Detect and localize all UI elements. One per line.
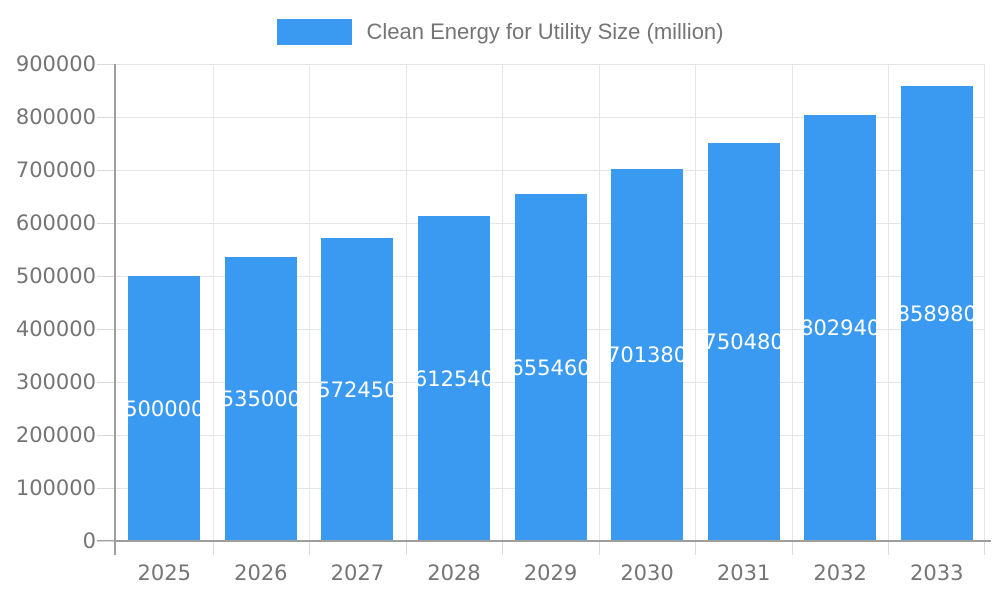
h-gridline [116,116,985,118]
bar-2027[interactable]: 572450 [321,238,394,541]
x-axis-tick [405,542,407,555]
bar-value-label: 500000 [128,396,201,421]
y-axis-label: 900000 [15,52,96,76]
x-axis-label-2030: 2030 [620,561,674,585]
bar-2032[interactable]: 802940 [804,115,877,541]
bar-2026[interactable]: 535000 [224,257,297,541]
y-axis-label: 100000 [15,476,96,500]
x-axis-tick [695,542,697,555]
x-axis-label-2026: 2026 [234,561,288,585]
bar-2028[interactable]: 612540 [417,216,490,541]
bar-value-label: 655460 [514,355,587,380]
bar-value-label: 802940 [804,316,877,340]
y-axis-tick [97,328,114,330]
bar-2025[interactable]: 500000 [128,276,201,541]
y-axis-line [114,64,116,555]
v-gridline [502,64,504,541]
x-axis-label-2032: 2032 [813,561,867,585]
x-axis-tick [888,542,890,555]
x-axis-tick [598,542,600,555]
h-gridline [116,169,985,171]
y-axis-label: 500000 [15,264,96,288]
y-axis-tick [97,487,114,489]
x-axis-label-2031: 2031 [716,561,771,585]
y-axis-label: 200000 [15,423,96,447]
x-axis-label-2028: 2028 [427,561,481,585]
y-axis-tick [97,169,114,171]
y-axis-label: 800000 [15,105,96,129]
bar-2030[interactable]: 701380 [611,169,684,541]
y-axis-label: 600000 [15,211,96,235]
legend-color-swatch [276,19,352,45]
x-axis-label-2033: 2033 [909,561,964,585]
x-axis-line [97,540,991,542]
x-axis-tick [791,542,793,555]
y-axis-tick [97,116,114,118]
h-gridline [116,63,985,65]
bar-2029[interactable]: 655460 [514,194,587,541]
legend: Clean Energy for Utility Size (million) [0,19,1000,45]
x-axis-tick [212,542,214,555]
y-axis-tick [97,63,114,65]
legend-label: Clean Energy for Utility Size (million) [366,19,724,44]
x-axis-label-2029: 2029 [523,561,578,585]
y-axis-tick [97,275,114,277]
x-axis-label-2027: 2027 [330,561,385,585]
y-axis-label: 400000 [15,317,96,341]
bar-value-label: 612540 [417,366,490,391]
v-gridline [695,64,697,541]
legend-item-clean-energy[interactable]: Clean Energy for Utility Size (million) [276,19,724,45]
bar-value-label: 701380 [611,343,684,367]
x-axis-tick [502,542,504,555]
x-axis-tick [309,542,311,555]
bar-value-label: 858980 [900,301,973,326]
bar-2031[interactable]: 750480 [707,143,780,541]
y-axis-tick [97,222,114,224]
bar-value-label: 535000 [224,387,297,411]
v-gridline [791,64,793,541]
y-axis-label: 0 [82,529,96,553]
x-axis-label-2025: 2025 [137,561,191,585]
x-axis-tick [984,542,985,555]
bar-value-label: 572450 [321,377,394,402]
v-gridline [598,64,600,541]
plot-area: 500000 535000 572450 612540 655460 701380 7504… [116,63,985,541]
y-axis-tick [97,434,114,436]
y-axis-label: 300000 [15,370,96,394]
v-gridline [405,64,407,541]
v-gridline [212,64,214,541]
v-gridline [309,64,311,541]
y-axis-tick [97,540,114,542]
v-gridline [984,64,985,541]
bar-value-label: 750480 [707,330,780,354]
y-axis-tick [97,381,114,383]
v-gridline [888,64,890,541]
y-axis-label: 700000 [15,158,96,182]
bar-2033[interactable]: 858980 [900,86,973,541]
